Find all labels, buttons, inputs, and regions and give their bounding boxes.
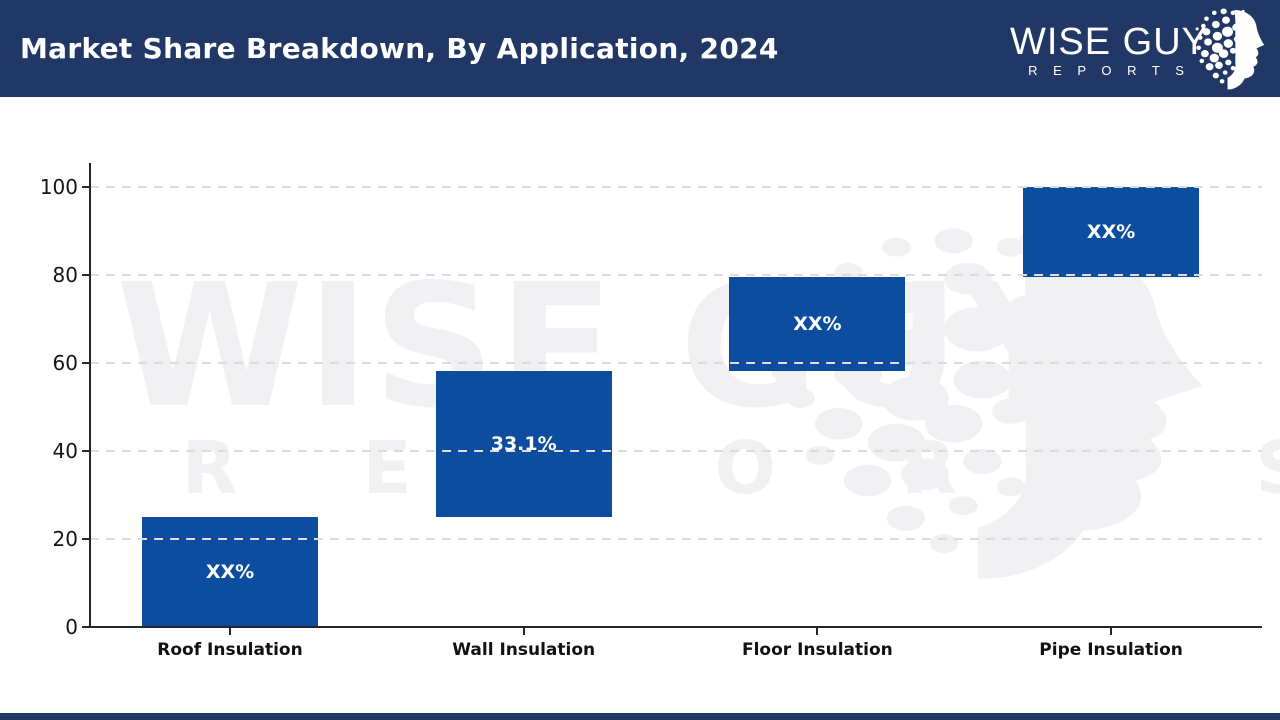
- logo-wordmark: WISE GUY: [1009, 21, 1208, 63]
- footer-bar: [0, 713, 1280, 720]
- bar: XX%: [729, 277, 906, 372]
- y-tick-label: 100: [39, 175, 78, 199]
- y-tick-label: 40: [52, 439, 78, 463]
- page-title: Market Share Breakdown, By Application, …: [20, 32, 779, 65]
- x-axis-line: [89, 626, 1262, 628]
- y-tick-mark: [82, 274, 89, 276]
- x-tick-mark: [1110, 628, 1113, 635]
- gridline: [90, 274, 1262, 276]
- x-category-label: Pipe Insulation: [1039, 640, 1183, 660]
- wise-guy-logo: WISE GUY R E P O R T S: [1010, 6, 1272, 94]
- bar-value-label: XX%: [1086, 221, 1136, 244]
- bar-value-label: XX%: [793, 313, 842, 336]
- x-tick-mark: [229, 628, 231, 635]
- bar-value-label: XX%: [205, 561, 255, 583]
- y-tick-mark: [82, 362, 89, 364]
- logo-text: WISE GUY R E P O R T S: [1010, 22, 1208, 78]
- y-tick-mark: [82, 450, 89, 452]
- y-tick-label: 60: [52, 351, 78, 375]
- y-tick-mark: [82, 626, 89, 628]
- x-tick-mark: [816, 628, 819, 635]
- y-tick-label: 80: [52, 263, 78, 287]
- bar-value-label: 33.1%: [490, 433, 557, 456]
- bar: 33.1%: [435, 371, 612, 517]
- gridline: [90, 450, 1262, 452]
- gridline: [90, 362, 1262, 364]
- gridline: [90, 538, 1262, 540]
- logo-subtext: R E P O R T S: [1028, 63, 1190, 78]
- x-tick-mark: [522, 628, 525, 635]
- bar: XX%: [142, 517, 318, 627]
- y-tick-label: 20: [52, 527, 78, 551]
- x-category-label: Wall Insulation: [452, 640, 596, 660]
- x-category-label: Roof Insulation: [157, 640, 303, 660]
- y-tick-mark: [82, 186, 89, 188]
- y-tick-label: 0: [65, 615, 78, 639]
- header-bar: Market Share Breakdown, By Application, …: [0, 0, 1280, 97]
- x-category-label: Floor Insulation: [741, 640, 893, 660]
- bar: XX%: [1023, 187, 1200, 278]
- y-tick-mark: [82, 538, 89, 540]
- y-axis-line: [89, 163, 91, 628]
- gridline: [90, 186, 1262, 188]
